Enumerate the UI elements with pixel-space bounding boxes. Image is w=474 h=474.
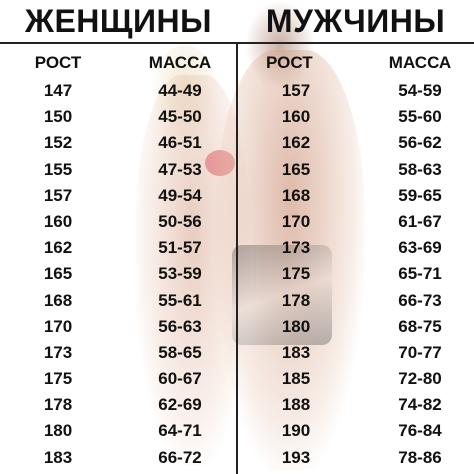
men-weight-cell: 78-86 xyxy=(398,447,442,467)
men-weight-column: МАССА 54-59 55-60 56-62 58-63 59-65 61-67 63-6… xyxy=(370,48,470,471)
men-height-cell: 190 xyxy=(281,421,311,441)
men-height-cell: 185 xyxy=(281,369,311,389)
women-height-cell: 160 xyxy=(43,211,73,231)
women-height-cell: 157 xyxy=(43,185,73,205)
men-weight-cell: 70-77 xyxy=(398,342,442,362)
men-weight-cell: 61-67 xyxy=(398,211,442,231)
women-height-cell: 175 xyxy=(43,369,73,389)
women-weight-cell: 55-61 xyxy=(158,290,202,310)
center-divider xyxy=(236,42,238,474)
women-height-cell: 170 xyxy=(43,316,73,336)
men-height-cell: 170 xyxy=(281,211,311,231)
men-weight-cell: 66-73 xyxy=(398,290,442,310)
women-height-cell: 180 xyxy=(43,421,73,441)
women-weight-column: МАССА 44-49 45-50 46-51 47-53 49-54 50-56 51-5… xyxy=(130,48,230,471)
men-weight-cell: 65-71 xyxy=(398,264,442,284)
title-men: МУЖЧИНЫ xyxy=(265,3,446,39)
men-height-cell: 162 xyxy=(281,133,311,153)
women-weight-header: МАССА xyxy=(148,53,212,72)
men-height-cell: 160 xyxy=(281,107,311,127)
men-height-cell: 165 xyxy=(281,159,311,179)
men-weight-cell: 76-84 xyxy=(398,421,442,441)
women-height-column: РОСТ 147 150 152 155 157 160 162 165 168 170 173 17… xyxy=(18,48,98,471)
men-height-cell: 193 xyxy=(281,447,311,467)
men-height-cell: 180 xyxy=(281,316,311,336)
women-height-cell: 168 xyxy=(43,290,73,310)
women-weight-cell: 50-56 xyxy=(158,211,202,231)
women-weight-cell: 56-63 xyxy=(158,316,202,336)
women-weight-cell: 64-71 xyxy=(158,421,202,441)
men-weight-cell: 58-63 xyxy=(398,159,442,179)
men-height-header: РОСТ xyxy=(266,53,313,72)
women-height-cell: 162 xyxy=(43,238,73,258)
title-women: ЖЕНЩИНЫ xyxy=(25,3,212,39)
women-weight-cell: 47-53 xyxy=(158,159,202,179)
women-height-cell: 152 xyxy=(43,133,73,153)
women-weight-cell: 58-65 xyxy=(158,342,202,362)
men-height-cell: 183 xyxy=(281,342,311,362)
men-weight-cell: 54-59 xyxy=(398,81,442,100)
men-height-cell: 175 xyxy=(281,264,311,284)
men-weight-cell: 72-80 xyxy=(398,369,442,389)
women-height-cell: 183 xyxy=(43,447,73,467)
men-weight-cell: 59-65 xyxy=(398,185,442,205)
women-weight-cell: 51-57 xyxy=(158,238,202,258)
women-weight-cell: 53-59 xyxy=(158,264,202,284)
men-height-cell: 173 xyxy=(281,238,311,258)
men-height-cell: 157 xyxy=(281,81,311,100)
men-weight-cell: 74-82 xyxy=(398,395,442,415)
men-height-cell: 168 xyxy=(281,185,311,205)
women-weight-cell: 44-49 xyxy=(158,81,202,100)
men-weight-cell: 68-75 xyxy=(398,316,442,336)
men-weight-cell: 55-60 xyxy=(398,107,442,127)
men-height-cell: 178 xyxy=(281,290,311,310)
women-height-cell: 165 xyxy=(43,264,73,284)
men-weight-header: МАССА xyxy=(388,53,452,72)
women-height-cell: 150 xyxy=(43,107,73,127)
women-height-cell: 173 xyxy=(43,342,73,362)
men-height-cell: 188 xyxy=(281,395,311,415)
men-weight-cell: 56-62 xyxy=(398,133,442,153)
women-height-cell: 178 xyxy=(43,395,73,415)
men-height-column: РОСТ 157 160 162 165 168 170 173 175 178 180 183 18… xyxy=(256,48,336,471)
women-height-header: РОСТ xyxy=(34,53,82,72)
men-weight-cell: 63-69 xyxy=(398,238,442,258)
women-height-cell: 155 xyxy=(43,159,73,179)
women-weight-cell: 66-72 xyxy=(158,447,202,467)
women-weight-cell: 45-50 xyxy=(158,107,202,127)
women-weight-cell: 46-51 xyxy=(158,133,202,153)
women-weight-cell: 60-67 xyxy=(158,369,202,389)
women-weight-cell: 62-69 xyxy=(158,395,202,415)
women-height-cell: 147 xyxy=(43,81,73,100)
women-weight-cell: 49-54 xyxy=(158,185,202,205)
